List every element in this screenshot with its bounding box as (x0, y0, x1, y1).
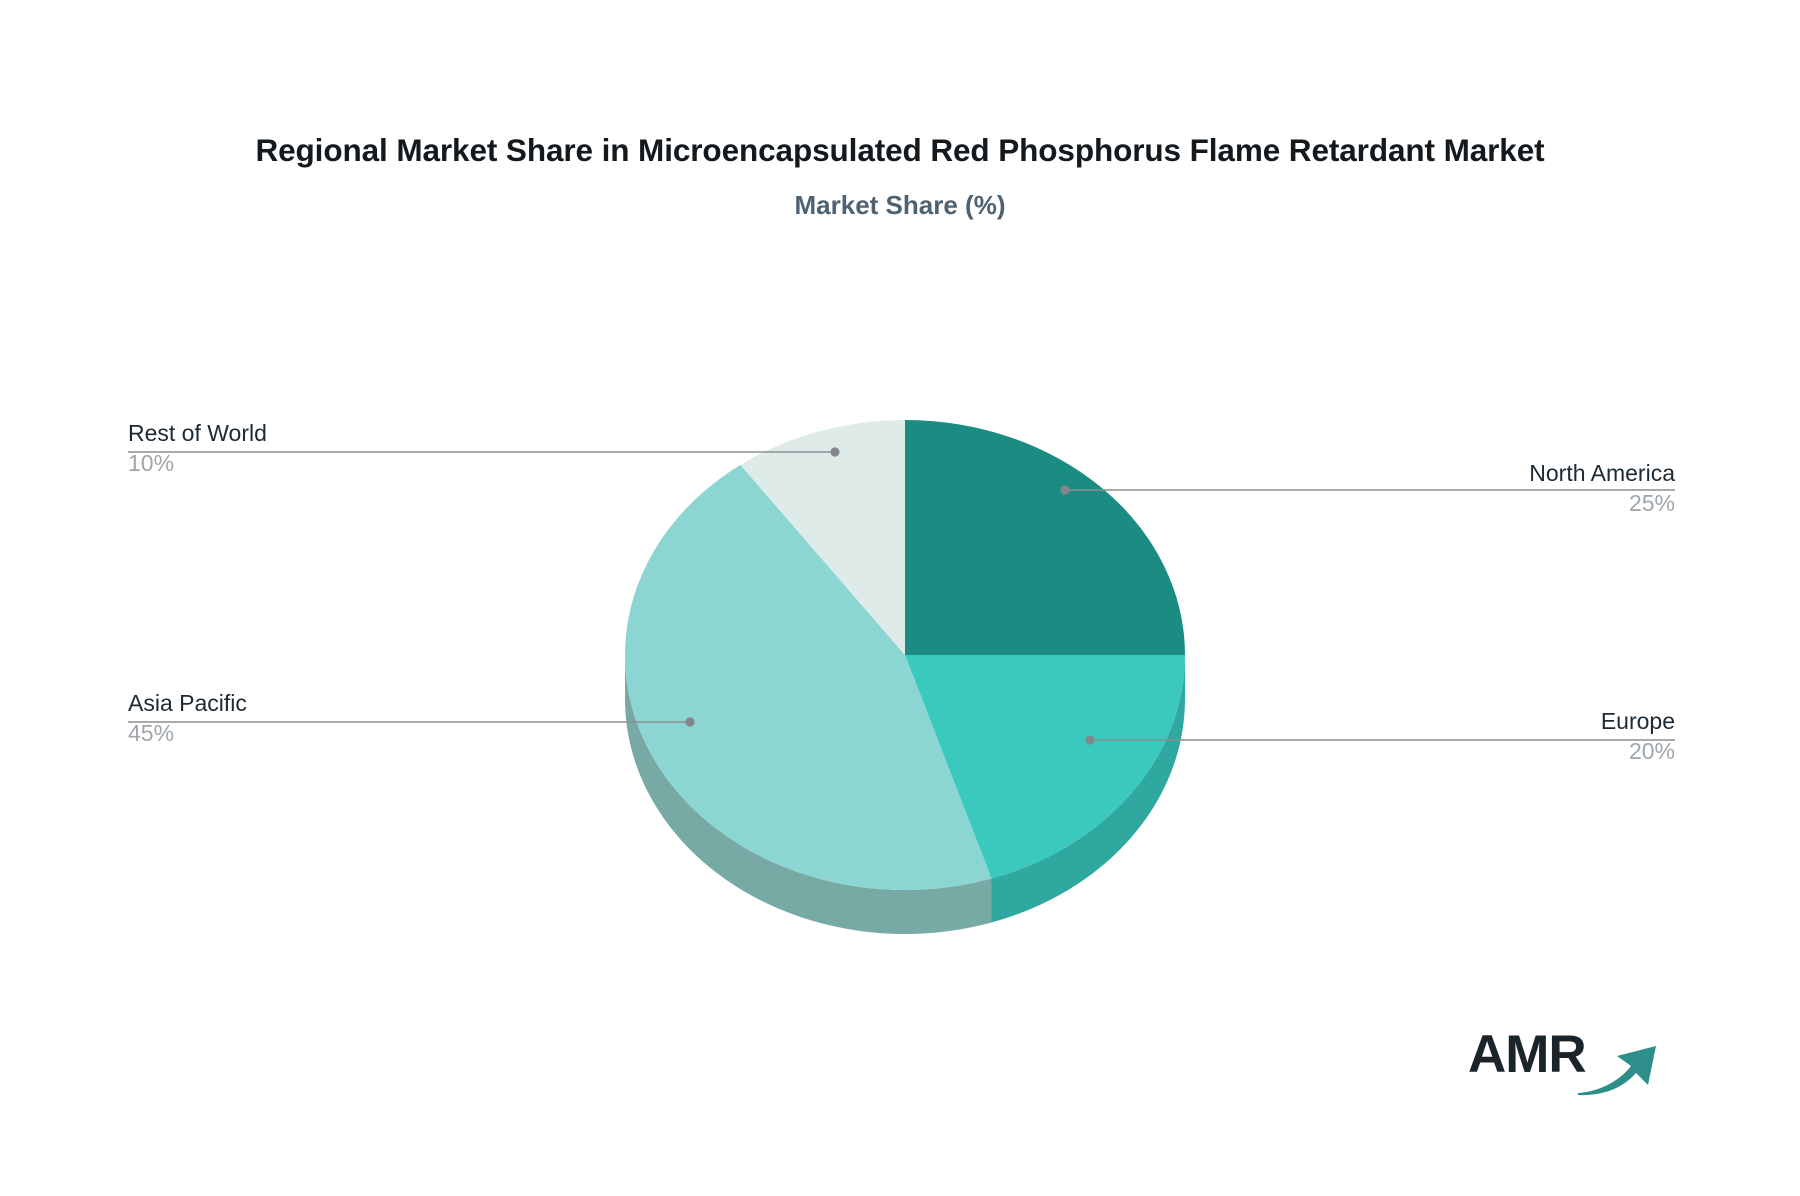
pie-slice-north-america[interactable] (905, 420, 1185, 655)
pie-wall-asia-pacific (625, 655, 992, 934)
leader-dot-rest-of-world (830, 447, 840, 457)
pie-slice-rest-of-world[interactable] (740, 420, 905, 655)
pie-label-europe[interactable]: Europe 20% (1255, 706, 1675, 766)
leader-dot-europe (1085, 735, 1095, 745)
pie-label-value-rest-of-world: 10% (128, 450, 175, 476)
pie-wall-europe (991, 655, 1185, 923)
pie-label-north-america[interactable]: North America 25% (1255, 458, 1675, 518)
leader-dot-asia-pacific (685, 717, 695, 727)
pie-label-value-north-america: 25% (1628, 490, 1675, 516)
pie-slice-europe[interactable] (905, 655, 1185, 879)
pie-slice-asia-pacific[interactable] (625, 464, 992, 890)
pie-label-name-europe: Europe (1600, 708, 1675, 734)
pie-label-value-asia-pacific: 45% (128, 720, 175, 746)
pie-depth-walls (625, 655, 1185, 934)
pie-label-name-north-america: North America (1529, 460, 1675, 486)
page-title: Regional Market Share in Microencapsulat… (255, 132, 1545, 168)
leader-dot-north-america (1060, 485, 1070, 495)
amr-logo-text: AMR (1468, 1025, 1587, 1084)
pie-label-asia-pacific[interactable]: Asia Pacific 45% (128, 688, 428, 748)
pie-label-name-asia-pacific: Asia Pacific (128, 690, 247, 716)
pie-leader-lines (128, 451, 1675, 741)
chart-subtitle: Market Share (%) (794, 190, 1006, 220)
pie-label-value-europe: 20% (1628, 738, 1675, 764)
pie-label-rest-of-world[interactable]: Rest of World 10% (128, 418, 428, 478)
pie-top-face (625, 420, 1185, 890)
amr-logo[interactable]: AMR (1468, 1020, 1658, 1098)
pie-label-name-rest-of-world: Rest of World (128, 420, 267, 446)
growth-arrow-icon (1578, 1046, 1656, 1096)
pie-leader-dots (685, 447, 1095, 745)
